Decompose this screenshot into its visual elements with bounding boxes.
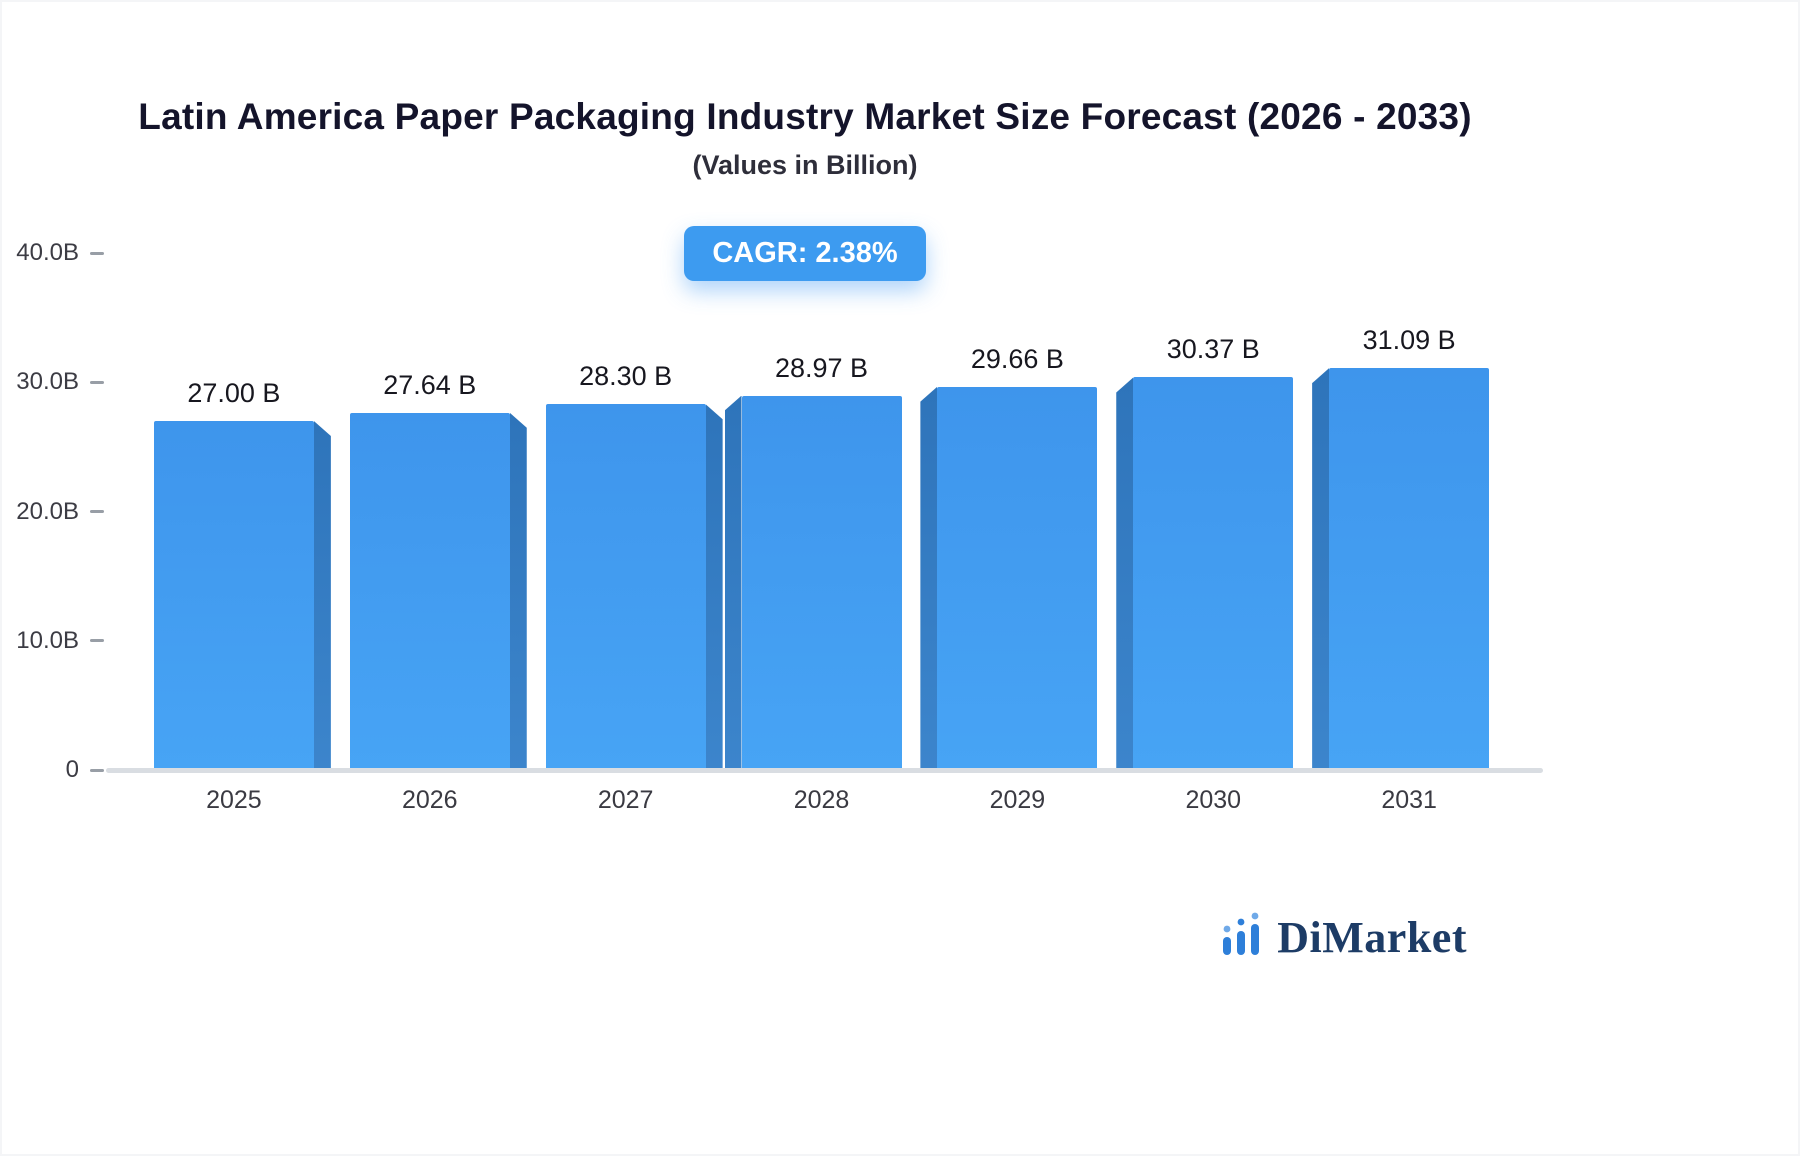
bar: 27.64 B [349,370,510,770]
x-axis-label: 2026 [401,786,458,814]
x-axis-label: 2027 [597,786,654,814]
y-tick-label: 40.0B [16,239,79,266]
y-tick: 30.0B [9,368,104,396]
y-tick-mark [90,768,104,772]
y-tick-label: 10.0B [16,626,79,654]
y-tick-mark [90,251,104,255]
x-labels-row: 2025 2026 2027 2028 2029 2030 2031 [118,786,1525,815]
chart-subtitle: (Values in Billion) [692,150,918,180]
y-tick-mark [90,380,104,384]
y-tick-mark [90,510,104,513]
bar-value-label: 31.09 B [1362,325,1456,356]
y-tick-label: 30.0B [16,368,79,396]
y-tick: 40.0B [9,239,104,267]
bar: 28.97 B [741,353,902,770]
chart-title: Latin America Paper Packaging Industry M… [138,96,1472,137]
x-axis-label: 2028 [793,786,850,814]
cagr-badge: CAGR: 2.38% [684,226,926,281]
cagr-badge-row: CAGR: 2.38% [0,226,1610,281]
bar: 27.00 B [153,378,314,770]
bar-value-label: 28.97 B [774,352,869,383]
bar-value-label: 27.64 B [383,369,477,400]
x-axis-label: 2029 [989,786,1046,814]
bar: 29.66 B [937,344,1098,770]
bar-value-label: 27.00 B [187,378,281,409]
bar-value-label: 28.30 B [579,361,673,392]
bar: 30.37 B [1133,334,1294,770]
y-tick: 10.0B [9,627,104,655]
y-tick-label: 20.0B [16,497,79,525]
bar: 28.30 B [545,361,706,770]
plot-area: 40.0B 30.0B 20.0B 10.0B 0 27.00 B 27.64 B 28.3… [16,239,1543,814]
y-tick-mark [90,639,104,643]
x-axis-label: 2030 [1185,786,1242,814]
logo-text: DiMarket [1277,913,1467,962]
brand-logo: DiMarket [1217,911,1467,964]
x-axis-label: 2025 [206,786,262,814]
y-tick-label: 0 [65,756,79,783]
bar-chart-dots-icon [1217,911,1265,964]
bar-value-label: 29.66 B [970,343,1064,374]
x-axis-label: 2031 [1381,786,1437,814]
bars-row: 27.00 B 27.64 B 28.30 B 28.97 B 29.66 B 30.37… [118,253,1525,770]
bar-value-label: 30.37 B [1166,334,1260,365]
y-tick: 0 [9,756,104,784]
bar: 31.09 B [1329,325,1490,770]
y-tick: 20.0B [9,498,104,526]
x-axis-baseline [106,768,1543,773]
